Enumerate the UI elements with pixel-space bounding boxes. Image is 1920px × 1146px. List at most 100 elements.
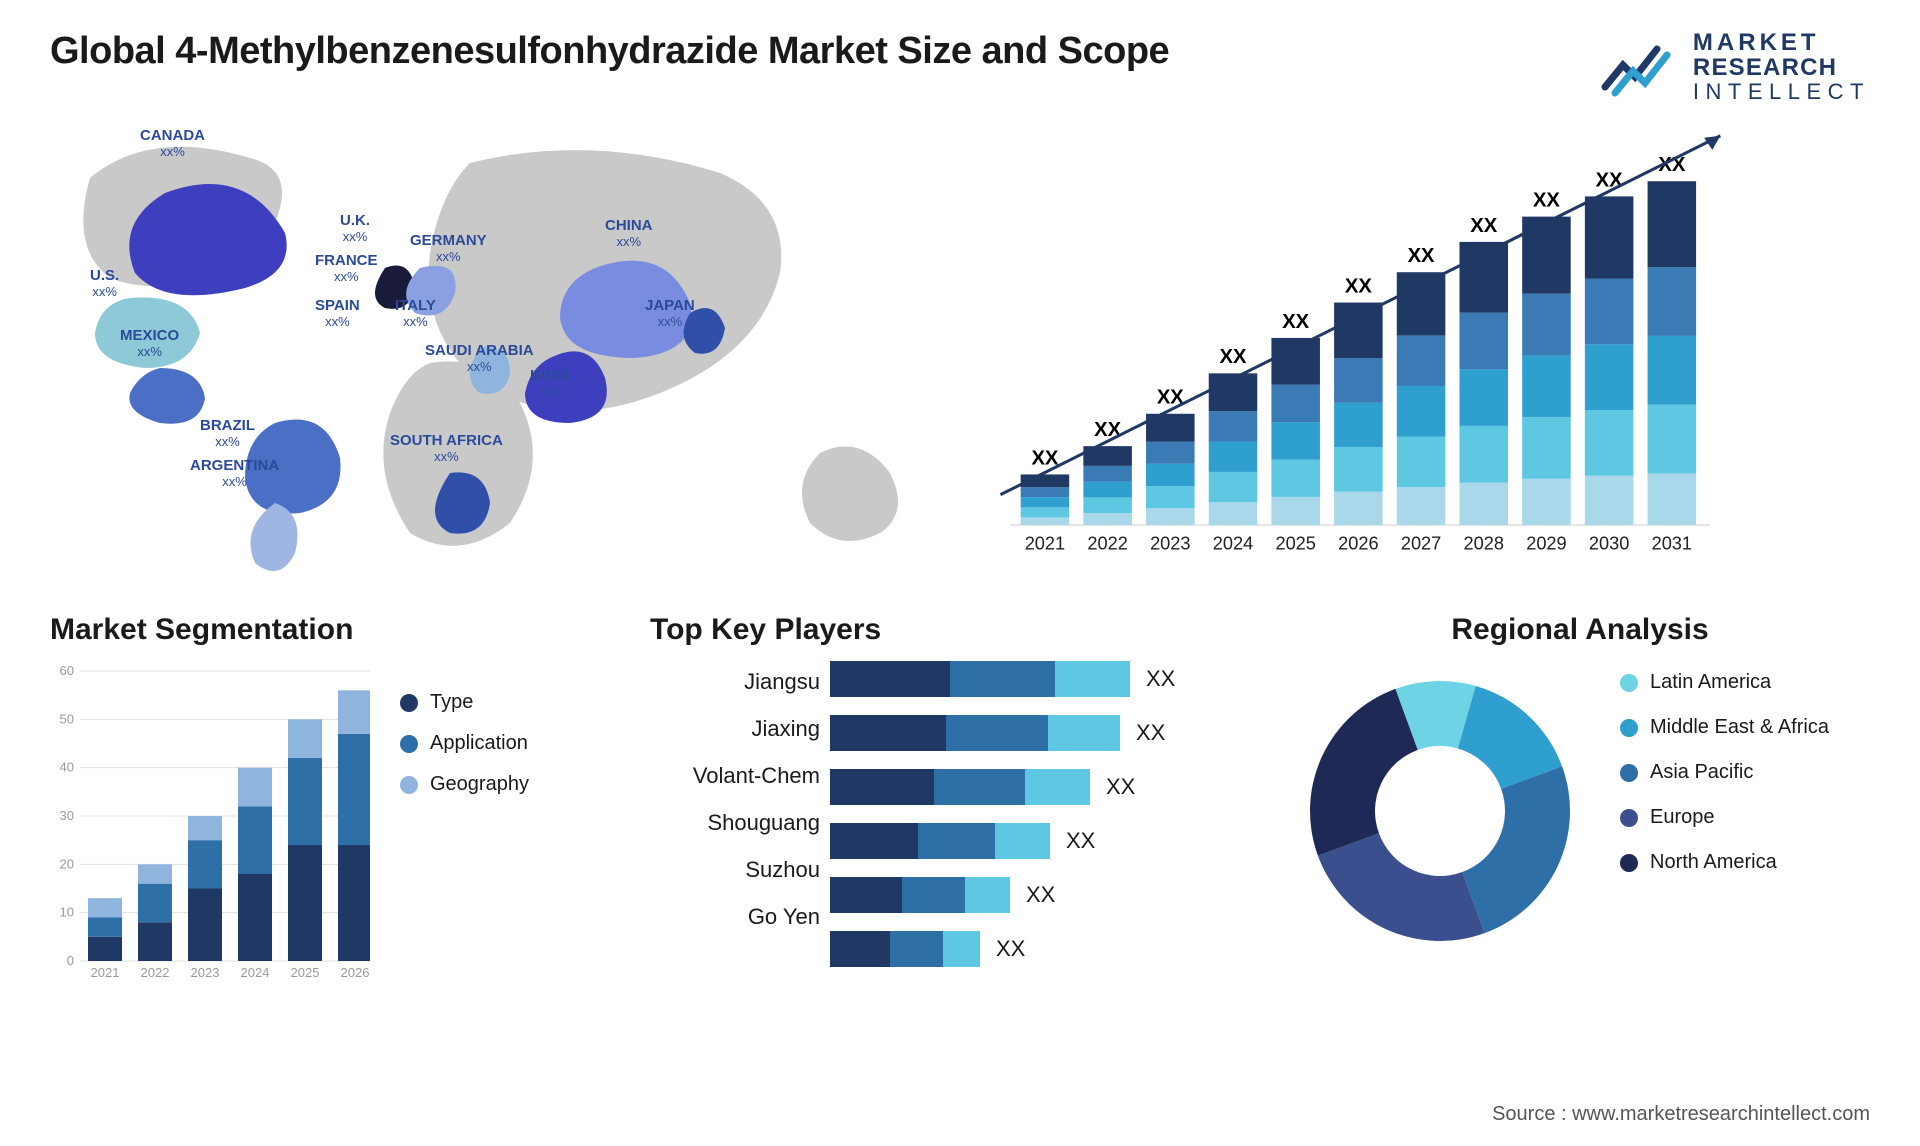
donut-legend: Latin AmericaMiddle East & AfricaAsia Pa… bbox=[1620, 661, 1829, 874]
svg-text:2027: 2027 bbox=[1401, 534, 1441, 554]
player-bar-seg bbox=[965, 877, 1010, 913]
player-name: Jiaxing bbox=[650, 716, 820, 742]
main-bar-seg bbox=[1021, 508, 1070, 518]
main-bar-seg bbox=[1334, 403, 1383, 447]
seg-bar-seg bbox=[238, 874, 272, 961]
seg-bar-seg bbox=[338, 734, 370, 845]
player-bar-row: XX bbox=[830, 931, 1250, 967]
main-bar-seg bbox=[1271, 338, 1320, 385]
main-bar-seg bbox=[1271, 497, 1320, 525]
legend-label: Middle East & Africa bbox=[1650, 716, 1829, 739]
svg-text:2022: 2022 bbox=[141, 965, 170, 980]
main-bar-seg bbox=[1271, 423, 1320, 460]
segmentation-title: Market Segmentation bbox=[50, 613, 610, 647]
legend-item: Application bbox=[400, 732, 529, 755]
regional-title: Regional Analysis bbox=[1290, 613, 1870, 647]
source-credit: Source : www.marketresearchintellect.com bbox=[1492, 1103, 1870, 1126]
player-name: Suzhou bbox=[650, 857, 820, 883]
svg-text:2024: 2024 bbox=[241, 965, 270, 980]
player-bar-seg bbox=[1048, 715, 1121, 751]
seg-bar-seg bbox=[188, 889, 222, 962]
page-title: Global 4-Methylbenzenesulfonhydrazide Ma… bbox=[50, 30, 1169, 73]
seg-bar-seg bbox=[188, 816, 222, 840]
legend-dot-icon bbox=[1620, 854, 1638, 872]
player-bar-seg bbox=[830, 877, 902, 913]
legend-item: Type bbox=[400, 691, 529, 714]
svg-text:2026: 2026 bbox=[1338, 534, 1378, 554]
map-label: U.S.xx% bbox=[90, 268, 119, 299]
legend-dot-icon bbox=[1620, 764, 1638, 782]
main-bar-seg bbox=[1146, 442, 1195, 464]
main-bar-seg bbox=[1083, 498, 1132, 514]
svg-text:2022: 2022 bbox=[1087, 534, 1127, 554]
seg-bar-seg bbox=[338, 845, 370, 961]
map-label: ARGENTINAxx% bbox=[190, 458, 279, 489]
svg-text:10: 10 bbox=[60, 905, 74, 920]
main-bar-seg bbox=[1397, 336, 1446, 387]
svg-text:2031: 2031 bbox=[1652, 534, 1692, 554]
player-bar-row: XX bbox=[830, 661, 1250, 697]
brand-logo: MARKET RESEARCH INTELLECT bbox=[1601, 30, 1870, 103]
main-bar-seg bbox=[1585, 197, 1634, 279]
svg-text:2024: 2024 bbox=[1213, 534, 1253, 554]
player-bar-seg bbox=[943, 931, 981, 967]
player-name: Go Yen bbox=[650, 904, 820, 930]
main-bar-seg bbox=[1522, 217, 1571, 294]
legend-item: Europe bbox=[1620, 806, 1829, 829]
main-bar-seg bbox=[1522, 356, 1571, 418]
legend-dot-icon bbox=[1620, 674, 1638, 692]
players-labels: JiangsuJiaxingVolant-ChemShouguangSuzhou… bbox=[650, 661, 820, 985]
legend-item: Middle East & Africa bbox=[1620, 716, 1829, 739]
main-bar-seg bbox=[1271, 385, 1320, 422]
donut-slice bbox=[1318, 834, 1485, 942]
main-bar-seg bbox=[1334, 359, 1383, 403]
player-name: Jiangsu bbox=[650, 669, 820, 695]
seg-bar-seg bbox=[288, 720, 322, 759]
svg-text:XX: XX bbox=[1220, 347, 1247, 369]
logo-line2: RESEARCH bbox=[1693, 55, 1870, 80]
segmentation-chart: 0102030405060202120222023202420252026 bbox=[50, 661, 370, 991]
main-bar-seg bbox=[1585, 476, 1634, 525]
legend-dot-icon bbox=[400, 694, 418, 712]
donut-slice bbox=[1462, 767, 1570, 934]
seg-bar-seg bbox=[238, 768, 272, 807]
map-label: SOUTH AFRICAxx% bbox=[390, 433, 503, 464]
player-bar-seg bbox=[902, 877, 965, 913]
player-bar-seg bbox=[830, 931, 890, 967]
main-bar-seg bbox=[1522, 294, 1571, 356]
seg-bar-seg bbox=[188, 841, 222, 889]
top-row: CANADAxx%U.S.xx%MEXICOxx%BRAZILxx%ARGENT… bbox=[50, 113, 1870, 573]
regional-panel: Regional Analysis Latin America Middle Ea… bbox=[1290, 613, 1870, 1053]
svg-text:50: 50 bbox=[60, 712, 74, 727]
seg-bar-seg bbox=[138, 923, 172, 962]
svg-text:2025: 2025 bbox=[1275, 534, 1315, 554]
player-value: XX bbox=[996, 936, 1025, 962]
main-bar-seg bbox=[1648, 268, 1697, 337]
main-bar-seg bbox=[1648, 182, 1697, 268]
main-bar-seg bbox=[1083, 466, 1132, 482]
svg-text:XX: XX bbox=[1596, 170, 1623, 192]
main-bar-seg bbox=[1271, 460, 1320, 497]
players-title: Top Key Players bbox=[650, 613, 1250, 647]
main-bar-seg bbox=[1209, 412, 1258, 442]
player-name: Shouguang bbox=[650, 810, 820, 836]
legend-item: North America bbox=[1620, 851, 1829, 874]
legend-dot-icon bbox=[400, 776, 418, 794]
main-bar-seg bbox=[1397, 273, 1446, 336]
main-bar-chart: 2021XX2022XX2023XX2024XX2025XX2026XX2027… bbox=[960, 113, 1870, 573]
player-bar-seg bbox=[995, 823, 1050, 859]
main-bar-seg bbox=[1334, 303, 1383, 359]
seg-bar-seg bbox=[288, 845, 322, 961]
legend-item: Latin America bbox=[1620, 671, 1829, 694]
main-bar-seg bbox=[1585, 279, 1634, 345]
donut-slice bbox=[1310, 689, 1418, 856]
main-bar-seg bbox=[1146, 487, 1195, 509]
map-label: U.K.xx% bbox=[340, 213, 370, 244]
svg-text:XX: XX bbox=[1408, 246, 1435, 268]
main-bar-seg bbox=[1021, 488, 1070, 498]
seg-bar-seg bbox=[138, 865, 172, 884]
player-bar-seg bbox=[830, 823, 918, 859]
legend-label: North America bbox=[1650, 851, 1777, 874]
svg-text:XX: XX bbox=[1282, 311, 1309, 333]
main-bar-seg bbox=[1397, 488, 1446, 526]
